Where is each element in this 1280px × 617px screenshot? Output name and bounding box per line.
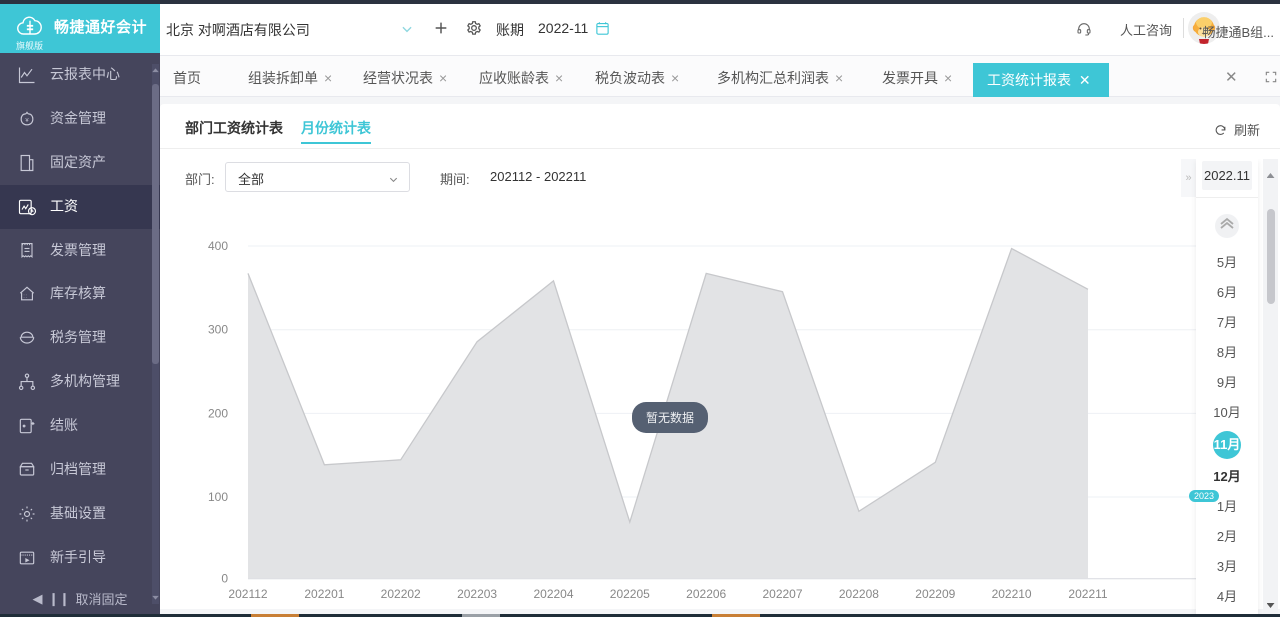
svg-text:202201: 202201 xyxy=(304,587,344,601)
svg-text:¥: ¥ xyxy=(25,118,29,124)
svg-text:202112: 202112 xyxy=(228,587,267,601)
svg-text:202203: 202203 xyxy=(457,587,497,601)
svg-text:202204: 202204 xyxy=(533,587,573,601)
svg-text:100: 100 xyxy=(208,490,228,504)
svg-text:202205: 202205 xyxy=(610,587,650,601)
svg-text:202202: 202202 xyxy=(381,587,421,601)
svg-text:202209: 202209 xyxy=(915,587,955,601)
svg-text:202211: 202211 xyxy=(1068,587,1107,601)
svg-text:0: 0 xyxy=(221,572,228,586)
svg-text:202206: 202206 xyxy=(686,587,726,601)
svg-text:300: 300 xyxy=(208,323,228,337)
svg-text:202210: 202210 xyxy=(992,587,1032,601)
svg-text:200: 200 xyxy=(208,406,228,420)
svg-text:202208: 202208 xyxy=(839,587,879,601)
svg-text:400: 400 xyxy=(208,239,228,253)
svg-text:202207: 202207 xyxy=(762,587,802,601)
